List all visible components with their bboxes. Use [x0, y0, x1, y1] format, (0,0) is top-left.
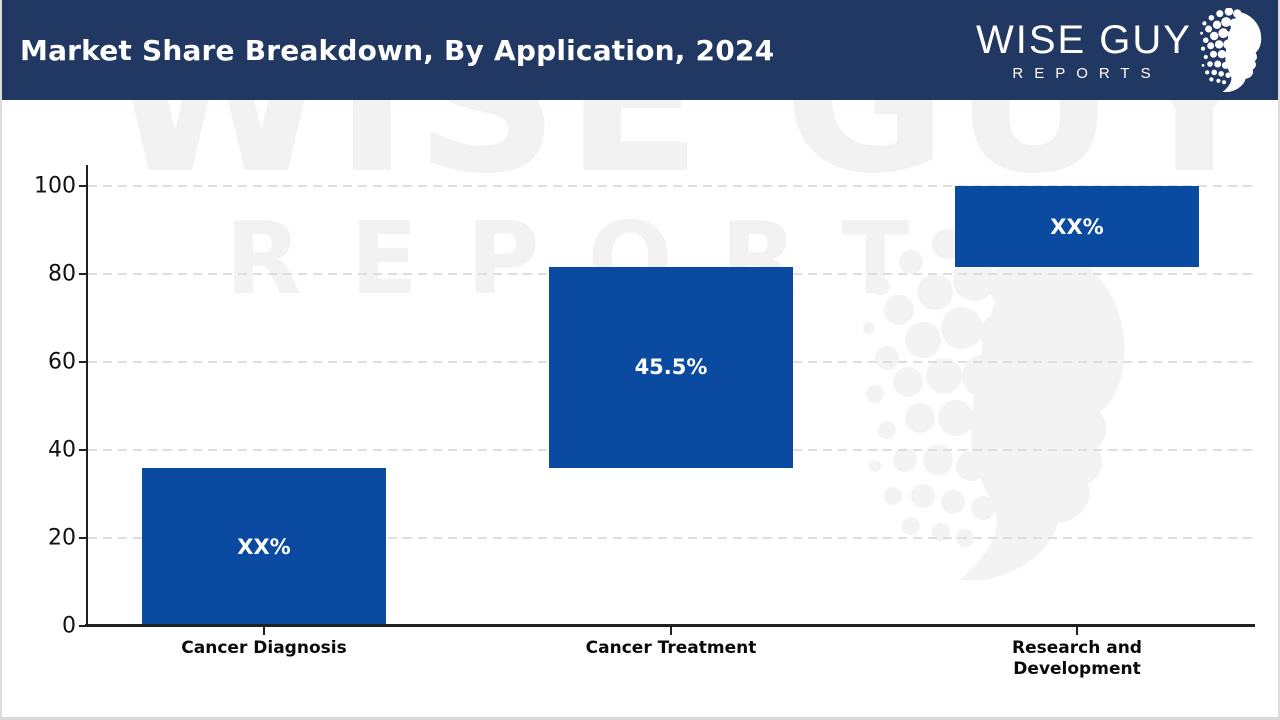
- y-tick-label: 40: [48, 437, 76, 463]
- y-tick-mark: [79, 361, 87, 363]
- logo-wordmark-block: WISE GUY REPORTS: [976, 20, 1192, 81]
- y-tick-mark: [79, 449, 87, 451]
- bar-value-label: 45.5%: [634, 355, 708, 380]
- chart-title: Market Share Breakdown, By Application, …: [20, 33, 775, 67]
- x-tick-mark: [670, 627, 672, 635]
- x-category-label: Cancer Diagnosis: [181, 638, 347, 658]
- x-tick-mark: [1076, 627, 1078, 635]
- bar-value-label: XX%: [1050, 214, 1104, 239]
- y-tick-mark: [79, 625, 87, 627]
- y-tick-mark: [79, 273, 87, 275]
- y-tick-label: 80: [48, 261, 76, 287]
- brand-logo: WISE GUY REPORTS: [976, 8, 1266, 92]
- x-category-label: Cancer Treatment: [585, 638, 757, 658]
- y-tick-mark: [79, 537, 87, 539]
- logo-wordmark: WISE GUY: [975, 17, 1192, 62]
- x-tick-mark: [263, 627, 265, 635]
- y-tick-mark: [79, 185, 87, 187]
- gridline: [88, 185, 1255, 187]
- x-category-label: Research and Development: [1012, 638, 1142, 680]
- bar-0: XX%: [142, 467, 386, 626]
- logo-face-icon: [1200, 8, 1262, 92]
- gridline: [88, 537, 1255, 539]
- bar-value-label: XX%: [237, 534, 291, 559]
- logo-subtext: REPORTS: [1012, 64, 1162, 82]
- x-axis-line: [85, 624, 1255, 627]
- header-bar: Market Share Breakdown, By Application, …: [0, 0, 1280, 100]
- y-tick-label: 60: [48, 349, 76, 375]
- y-tick-label: 0: [62, 613, 76, 639]
- y-tick-label: 20: [48, 525, 76, 551]
- bar-1: 45.5%: [549, 267, 793, 468]
- y-tick-label: 100: [34, 173, 76, 199]
- bar-2: XX%: [955, 186, 1199, 268]
- y-axis-line: [86, 165, 88, 627]
